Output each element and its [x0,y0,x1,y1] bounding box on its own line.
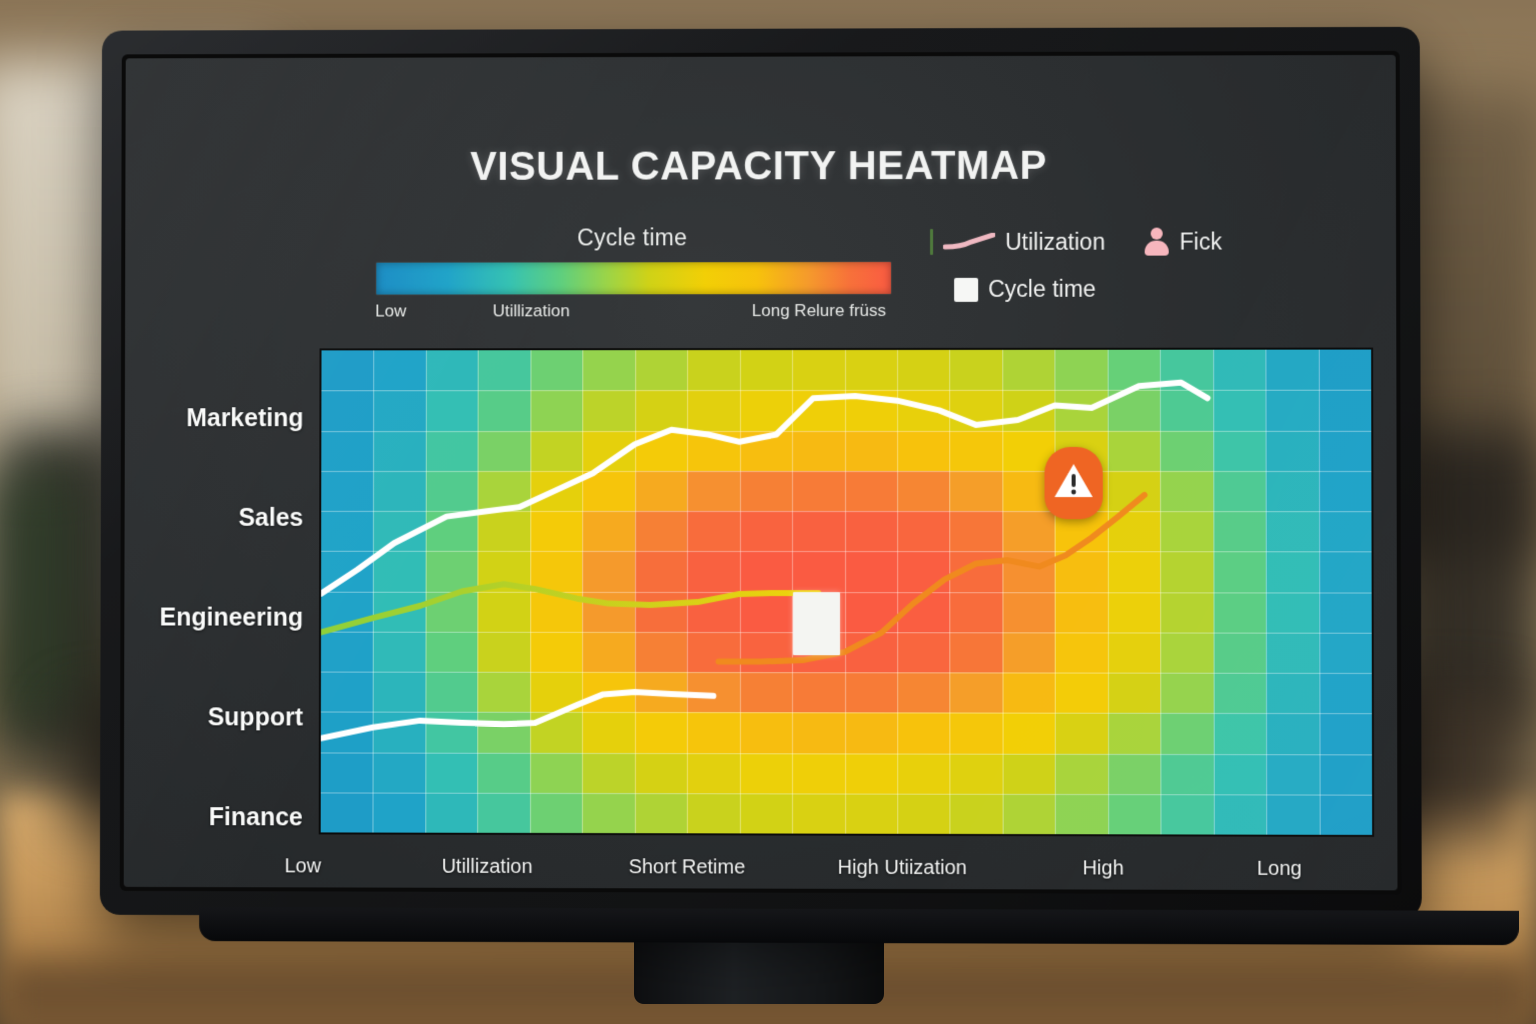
y-label-support: Support [207,703,303,732]
legend-row-2: Cycle time [930,275,1312,302]
series-line-load [320,689,716,743]
colorbar-title: Cycle time [577,224,688,251]
person-icon [1143,227,1169,256]
colorbar-label-mid: Utillization [492,301,570,321]
monitor-screen: VISUAL CAPACITY HEATMAP Cycle time Low U… [123,54,1398,891]
x-label-high-utiization: High Utiization [837,856,967,880]
legend-label-utilization: Utilization [1005,228,1106,255]
legend-item-fick[interactable]: Fick [1143,227,1222,256]
line-icon [943,232,995,251]
x-label-utillization: Utillization [441,855,533,878]
y-label-finance: Finance [208,803,303,832]
colorbar-label-low: Low [375,301,407,321]
legend-tick-icon [930,228,934,255]
legend-label-cycle-time: Cycle time [988,275,1096,302]
y-label-sales: Sales [238,503,304,532]
x-label-short-retime: Short Retime [628,856,746,879]
page-title: VISUAL CAPACITY HEATMAP [470,143,1048,189]
computer-monitor: VISUAL CAPACITY HEATMAP Cycle time Low U… [99,26,1519,946]
legend-item-cycle-time[interactable]: Cycle time [954,276,1096,303]
background-plant [0,470,80,730]
x-label-long: Long [1256,857,1302,881]
colorbar-label-high: Long Relure früss [751,300,887,321]
dashboard: VISUAL CAPACITY HEATMAP Cycle time Low U… [124,55,1398,890]
warning-pin[interactable] [1044,447,1104,520]
colorbar-legend: Cycle time Low Utillization Long Relure … [375,224,893,327]
legend-row-1: Utilization Fick [930,227,1311,256]
background-right-furniture [1400,430,1536,730]
warning-triangle-icon [1054,464,1093,498]
monitor-chin [199,907,1519,946]
y-label-engineering: Engineering [159,603,304,632]
overlay-series [320,350,1372,835]
legend-item-utilization[interactable]: Utilization [930,228,1105,255]
y-label-marketing: Marketing [186,404,304,433]
colorbar-gradient[interactable] [375,260,893,296]
colorbar-labels: Low Utillization Long Relure früss [375,301,890,327]
cell-highlight-marker[interactable] [793,592,841,656]
x-label-high: High [1082,857,1124,880]
x-label-low: Low [284,855,321,878]
series-line-cycle-time [320,581,821,637]
legend-label-fick: Fick [1179,227,1222,255]
heatmap-plot[interactable] [318,347,1375,837]
square-icon [954,277,979,302]
chart-legend: Utilization Fick Cycle time [930,227,1312,323]
series-line-risk [719,495,1145,662]
